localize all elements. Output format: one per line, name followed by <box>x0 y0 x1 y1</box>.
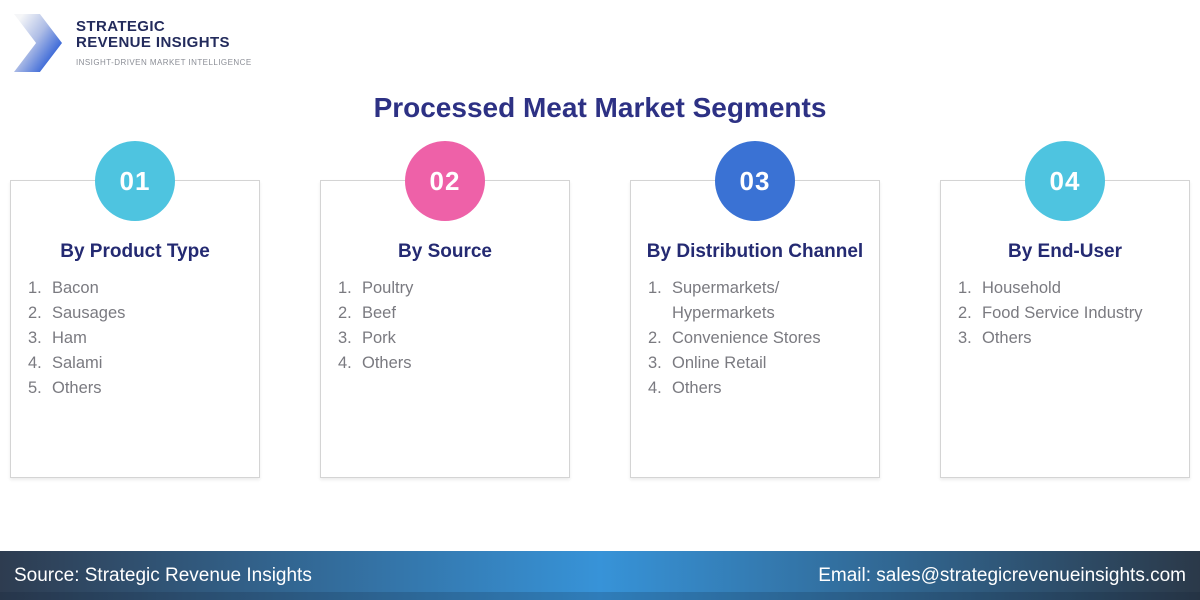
page-title: Processed Meat Market Segments <box>373 92 827 123</box>
list-item-number: 3. <box>648 354 662 372</box>
brand-logo: STRATEGIC REVENUE INSIGHTS INSIGHT-DRIVE… <box>14 14 252 72</box>
brand-tagline: INSIGHT-DRIVEN MARKET INTELLIGENCE <box>76 58 252 67</box>
list-item-label: Salami <box>52 354 103 372</box>
list-item-label: Sausages <box>52 304 126 322</box>
list-item-number: 4. <box>28 354 42 372</box>
segment-card: 03 By Distribution Channel 1. Supermarke… <box>630 141 880 478</box>
list-item: 2. Beef <box>338 301 561 326</box>
list-item-label: Beef <box>362 304 396 322</box>
card-number-badge: 02 <box>405 141 485 221</box>
card-number-badge: 04 <box>1025 141 1105 221</box>
list-item-label: Pork <box>362 329 396 347</box>
list-item: 4. Others <box>648 376 871 401</box>
segment-list: 1. Household 2. Food Service Industry 3.… <box>941 276 1189 351</box>
list-item: 3. Ham <box>28 326 251 351</box>
card-title: By Product Type <box>60 241 210 262</box>
list-item: 3. Pork <box>338 326 561 351</box>
list-item-label: Ham <box>52 329 87 347</box>
list-item-number: 1. <box>958 279 972 297</box>
list-item-label: Supermarkets/ Hypermarkets <box>672 279 780 322</box>
list-item-label: Others <box>362 354 412 372</box>
list-item-label: Food Service Industry <box>982 304 1143 322</box>
list-item-number: 2. <box>958 304 972 322</box>
list-item-number: 2. <box>338 304 352 322</box>
card-title: By End-User <box>1007 241 1123 262</box>
list-item-label: Household <box>982 279 1061 297</box>
card-number-badge: 01 <box>95 141 175 221</box>
list-item-number: 4. <box>338 354 352 372</box>
list-item-label: Convenience Stores <box>672 329 821 347</box>
card-number: 03 <box>739 165 771 196</box>
list-item: 1. Poultry <box>338 276 561 301</box>
segment-card: 01 By Product Type 1. Bacon 2. Sausages … <box>10 141 260 478</box>
list-item: 2. Convenience Stores <box>648 326 871 351</box>
card-number: 02 <box>429 165 461 196</box>
list-item: 3. Online Retail <box>648 351 871 376</box>
list-item-number: 1. <box>648 279 662 297</box>
segment-card: 02 By Source 1. Poultry 2. Beef 3. Pork … <box>320 141 570 478</box>
footer-bar: Source: Strategic Revenue Insights Email… <box>0 551 1200 600</box>
chevron-logo-icon <box>14 14 62 72</box>
card-number-badge: 03 <box>715 141 795 221</box>
footer-email-text: Email: sales@strategicrevenueinsights.co… <box>818 564 1186 586</box>
card-title: By Source <box>398 241 492 262</box>
list-item: 1. Household <box>958 276 1181 301</box>
list-item-number: 3. <box>28 329 42 347</box>
segment-list: 1. Supermarkets/ Hypermarkets 2. Conveni… <box>631 276 879 401</box>
list-item-label: Others <box>982 329 1032 347</box>
list-item-number: 3. <box>338 329 352 347</box>
list-item: 5. Others <box>28 376 251 401</box>
card-number: 01 <box>119 165 151 196</box>
list-item: 4. Salami <box>28 351 251 376</box>
footer-source-text: Source: Strategic Revenue Insights <box>14 564 312 586</box>
list-item: 4. Others <box>338 351 561 376</box>
segment-card: 04 By End-User 1. Household 2. Food Serv… <box>940 141 1190 478</box>
list-item-number: 1. <box>28 279 42 297</box>
list-item: 1. Bacon <box>28 276 251 301</box>
segment-cards-row: 01 By Product Type 1. Bacon 2. Sausages … <box>10 141 1190 478</box>
list-item: 3. Others <box>958 326 1181 351</box>
list-item-label: Online Retail <box>672 354 767 372</box>
list-item-label: Poultry <box>362 279 414 297</box>
list-item: 2. Sausages <box>28 301 251 326</box>
list-item-number: 4. <box>648 379 662 397</box>
list-item-number: 2. <box>648 329 662 347</box>
list-item: 2. Food Service Industry <box>958 301 1181 326</box>
brand-name-line2: REVENUE INSIGHTS <box>76 34 230 51</box>
list-item-number: 5. <box>28 379 42 397</box>
brand-name-line1: STRATEGIC <box>76 18 166 35</box>
brand-text-block: STRATEGIC REVENUE INSIGHTS INSIGHT-DRIVE… <box>76 18 252 68</box>
card-number: 04 <box>1049 165 1081 196</box>
list-item-label: Others <box>672 379 722 397</box>
list-item: 1. Supermarkets/ Hypermarkets <box>648 276 871 326</box>
segment-list: 1. Poultry 2. Beef 3. Pork 4. Others <box>321 276 569 376</box>
list-item-number: 2. <box>28 304 42 322</box>
list-item-number: 3. <box>958 329 972 347</box>
list-item-label: Bacon <box>52 279 99 297</box>
segment-list: 1. Bacon 2. Sausages 3. Ham 4. Salami 5.… <box>11 276 259 401</box>
card-title: By Distribution Channel <box>646 241 864 262</box>
list-item-number: 1. <box>338 279 352 297</box>
list-item-label: Others <box>52 379 102 397</box>
